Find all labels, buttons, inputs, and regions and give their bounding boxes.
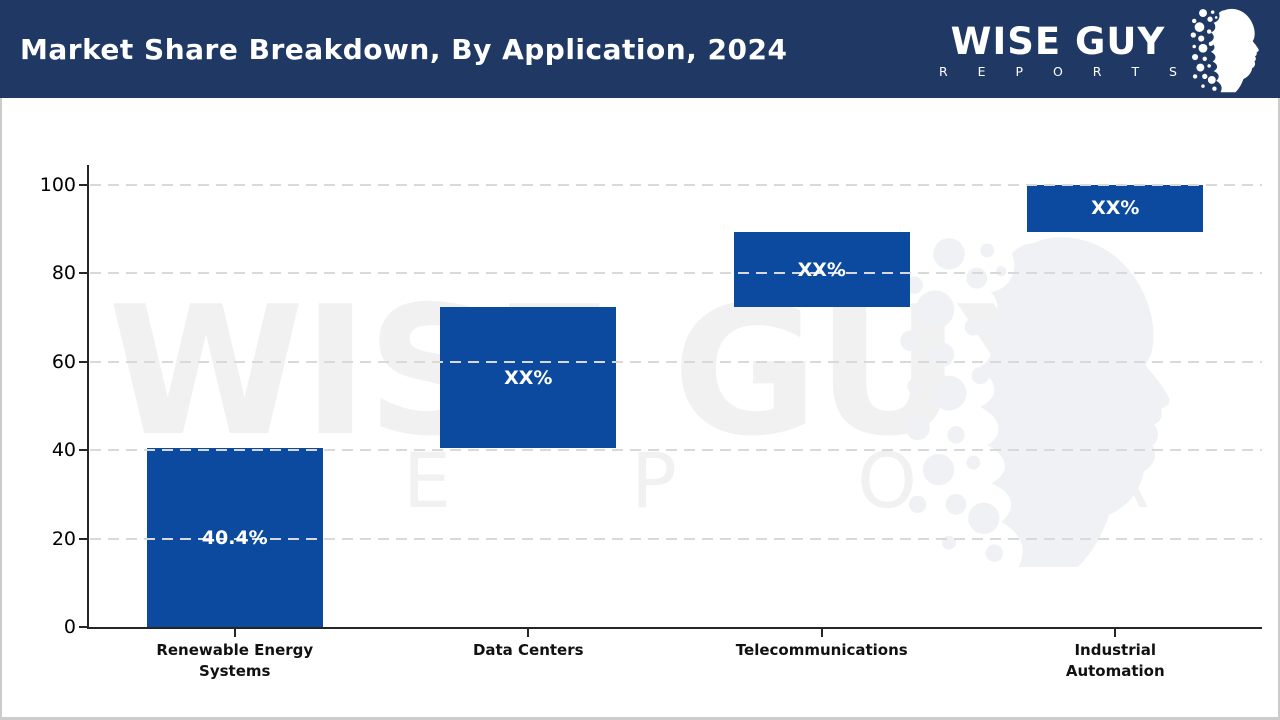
y-tick-20: [79, 537, 87, 540]
page-border-bottom: [0, 717, 1280, 720]
gridline-20: [90, 537, 1262, 540]
x-tick-3: [1114, 629, 1117, 637]
bar-value-label: 40.4%: [201, 526, 268, 549]
header: Market Share Breakdown, By Application, …: [0, 0, 1280, 98]
watermark-head-icon: [888, 226, 1184, 574]
bar-1: [440, 307, 617, 449]
gridline-40: [90, 449, 1262, 452]
bar-value-label: XX%: [1091, 197, 1140, 220]
x-category-label: Renewable Energy Systems: [156, 641, 314, 680]
x-tick-2: [820, 629, 823, 637]
page-border-left: [0, 98, 2, 718]
y-tick-0: [79, 626, 87, 628]
bar-2: [733, 231, 910, 308]
y-tick-80: [79, 272, 87, 275]
logo-text: WISE GUY R E P O R T S: [926, 19, 1190, 79]
x-category-label: Industrial Automation: [1065, 641, 1165, 680]
y-tick-100: [79, 184, 87, 186]
x-tick-0: [233, 629, 236, 637]
y-tick-label: 60: [51, 350, 76, 373]
bar-value-label: XX%: [504, 366, 553, 389]
logo-wordmark: WISE GUY: [950, 19, 1166, 63]
y-tick-label: 80: [51, 262, 76, 285]
x-category-label: Data Centers: [472, 641, 584, 659]
gridline-80: [90, 272, 1262, 275]
bar-3: [1027, 185, 1204, 232]
y-axis-line: [87, 165, 89, 629]
y-tick-label: 20: [51, 527, 76, 550]
bar-value-label: XX%: [797, 258, 846, 281]
gridline-100: [90, 184, 1262, 186]
page-title: Market Share Breakdown, By Application, …: [20, 32, 788, 66]
x-tick-1: [527, 629, 530, 637]
y-tick-label: 100: [39, 174, 76, 196]
gridline-60: [90, 360, 1262, 363]
waterfall-chart: WISE GUY R E P O R T S 40.4%XX%XX%XX%020…: [0, 98, 1280, 718]
y-tick-40: [79, 449, 87, 452]
x-category-label: Telecommunications: [735, 641, 908, 659]
y-tick-label: 40: [51, 439, 76, 462]
page-border-right: [1278, 98, 1280, 718]
logo-subtext: R E P O R T S: [938, 63, 1190, 79]
x-axis-line: [87, 627, 1262, 629]
y-tick-60: [79, 360, 87, 363]
y-tick-label: 0: [63, 616, 76, 638]
wise-guy-head-icon: [1184, 6, 1266, 94]
wise-guy-logo: WISE GUY R E P O R T S: [926, 4, 1266, 96]
